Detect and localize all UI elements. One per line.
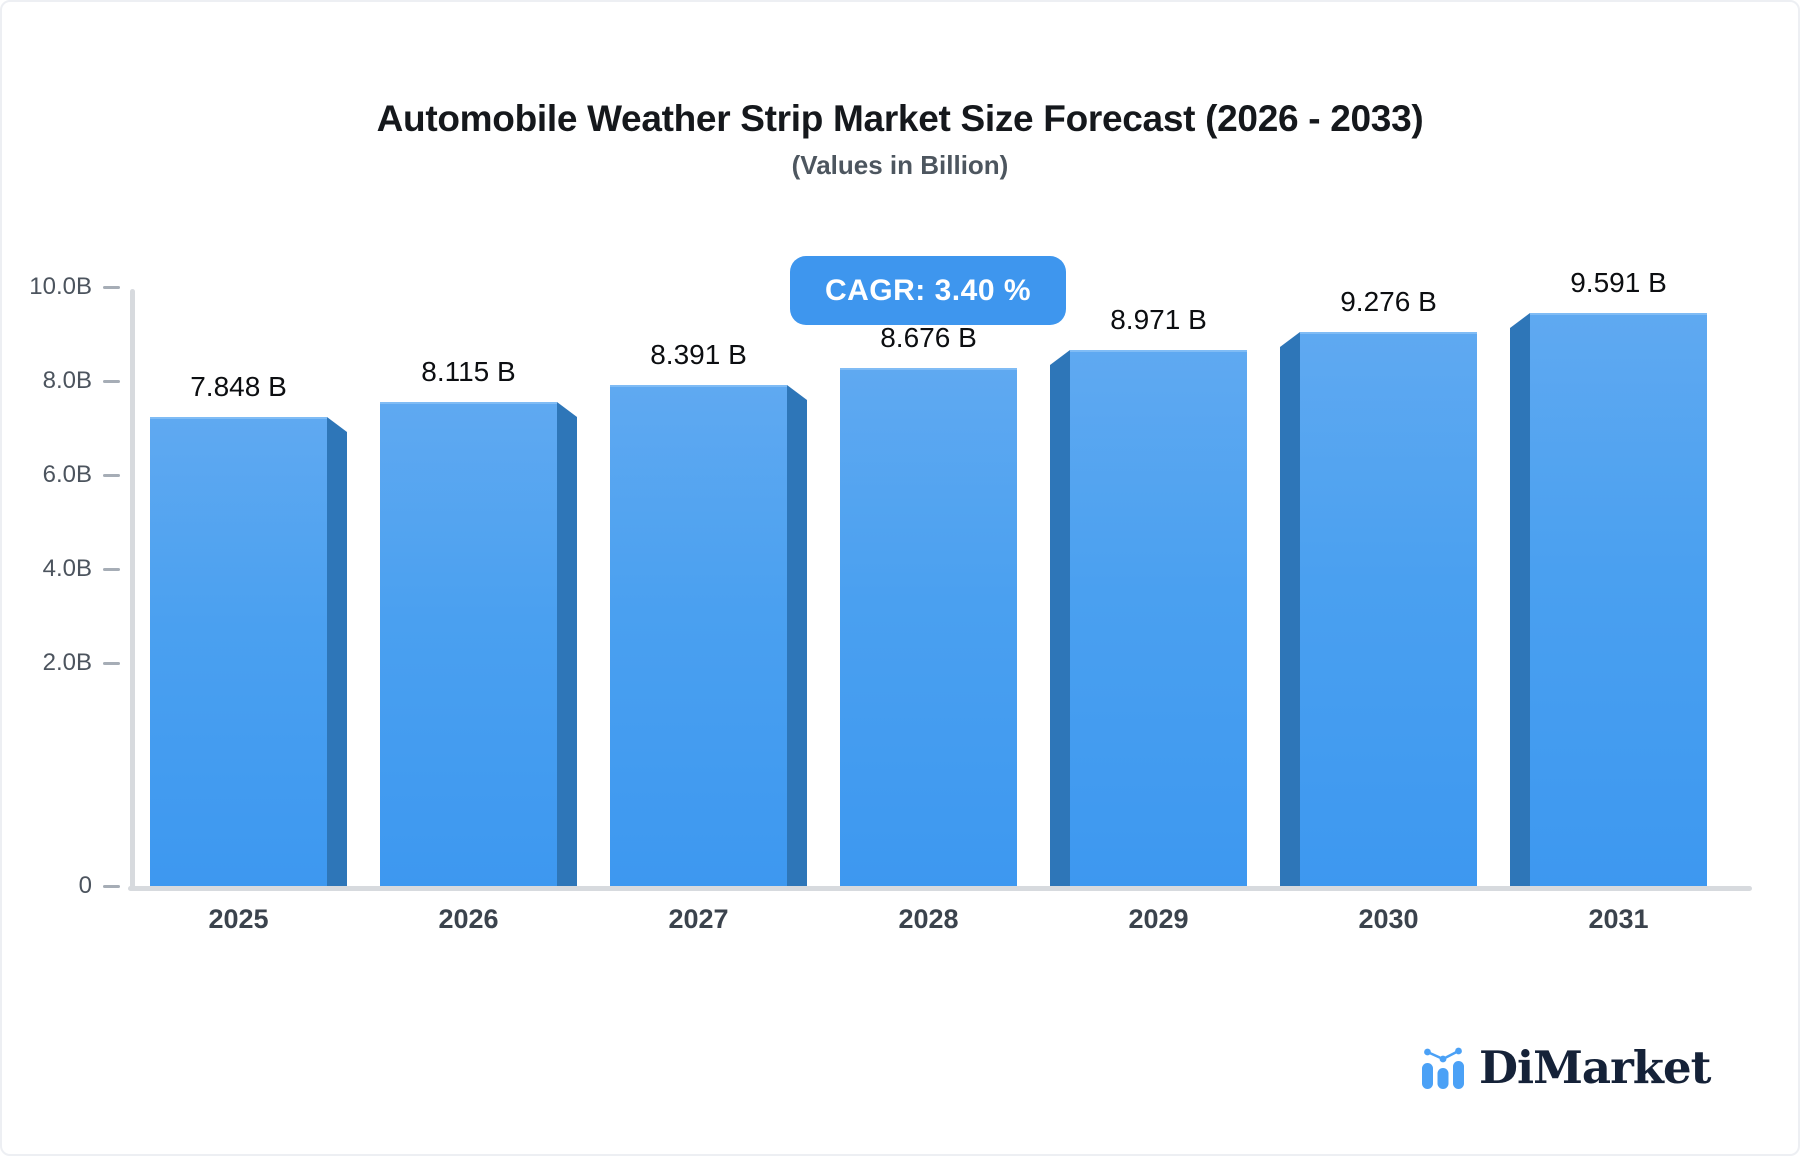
- bar-value-label-2030: 9.276 B: [1340, 286, 1437, 317]
- y-tick-mark: [103, 380, 120, 383]
- bar-2027: [610, 385, 787, 886]
- bar-2030: [1300, 332, 1477, 886]
- x-axis-label-2027: 2027: [668, 904, 729, 934]
- bar-side-2029: [1050, 350, 1070, 886]
- bar-2028: [840, 368, 1017, 886]
- y-tick-label-4.0B: 4.0B: [42, 555, 92, 582]
- y-tick-mark: [103, 568, 120, 571]
- brand-name: DiMarket: [1479, 1041, 1711, 1094]
- chart-subtitle: (Values in Billion): [791, 150, 1009, 180]
- bar-2025: [150, 417, 327, 886]
- y-tick-label-0: 0: [78, 872, 92, 899]
- bar-value-label-2029: 8.971 B: [1110, 304, 1207, 335]
- bar-side-2030: [1280, 332, 1300, 886]
- x-axis-label-2025: 2025: [208, 904, 269, 934]
- y-tick-label-2.0B: 2.0B: [42, 649, 92, 676]
- y-tick-label-6.0B: 6.0B: [42, 461, 92, 488]
- bar-value-label-2027: 8.391 B: [650, 339, 747, 370]
- bar-side-2026: [557, 402, 577, 886]
- y-axis-line: [130, 289, 135, 891]
- bar-2026: [380, 402, 557, 886]
- bar-side-2025: [327, 417, 347, 886]
- bar-side-2031: [1510, 313, 1530, 886]
- y-tick-mark: [103, 885, 120, 888]
- y-tick-mark: [103, 474, 120, 477]
- bar-2031: [1530, 313, 1707, 886]
- chart-title: Automobile Weather Strip Market Size For…: [376, 98, 1424, 139]
- bar-value-label-2028: 8.676 B: [880, 322, 977, 353]
- bar-2029: [1070, 350, 1247, 886]
- y-tick-label-10.0B: 10.0B: [29, 273, 92, 300]
- x-axis-label-2026: 2026: [438, 904, 499, 934]
- x-axis-label-2029: 2029: [1128, 904, 1189, 934]
- x-axis-line: [128, 886, 1752, 891]
- y-tick-mark: [103, 662, 120, 665]
- bar-value-label-2026: 8.115 B: [421, 356, 516, 387]
- x-axis-label-2030: 2030: [1358, 904, 1419, 934]
- x-axis-label-2031: 2031: [1588, 904, 1649, 934]
- y-tick-label-8.0B: 8.0B: [42, 367, 92, 394]
- x-axis-label-2028: 2028: [898, 904, 959, 934]
- brand-logo: DiMarket: [1420, 1040, 1711, 1096]
- bar-value-label-2031: 9.591 B: [1570, 267, 1667, 298]
- cagr-badge: CAGR: 3.40 %: [790, 256, 1066, 325]
- bar-value-label-2025: 7.848 B: [190, 371, 287, 402]
- mini-bar-chart-logo-icon: [1422, 1047, 1464, 1089]
- bar-side-2027: [787, 385, 807, 886]
- y-tick-mark: [103, 286, 120, 289]
